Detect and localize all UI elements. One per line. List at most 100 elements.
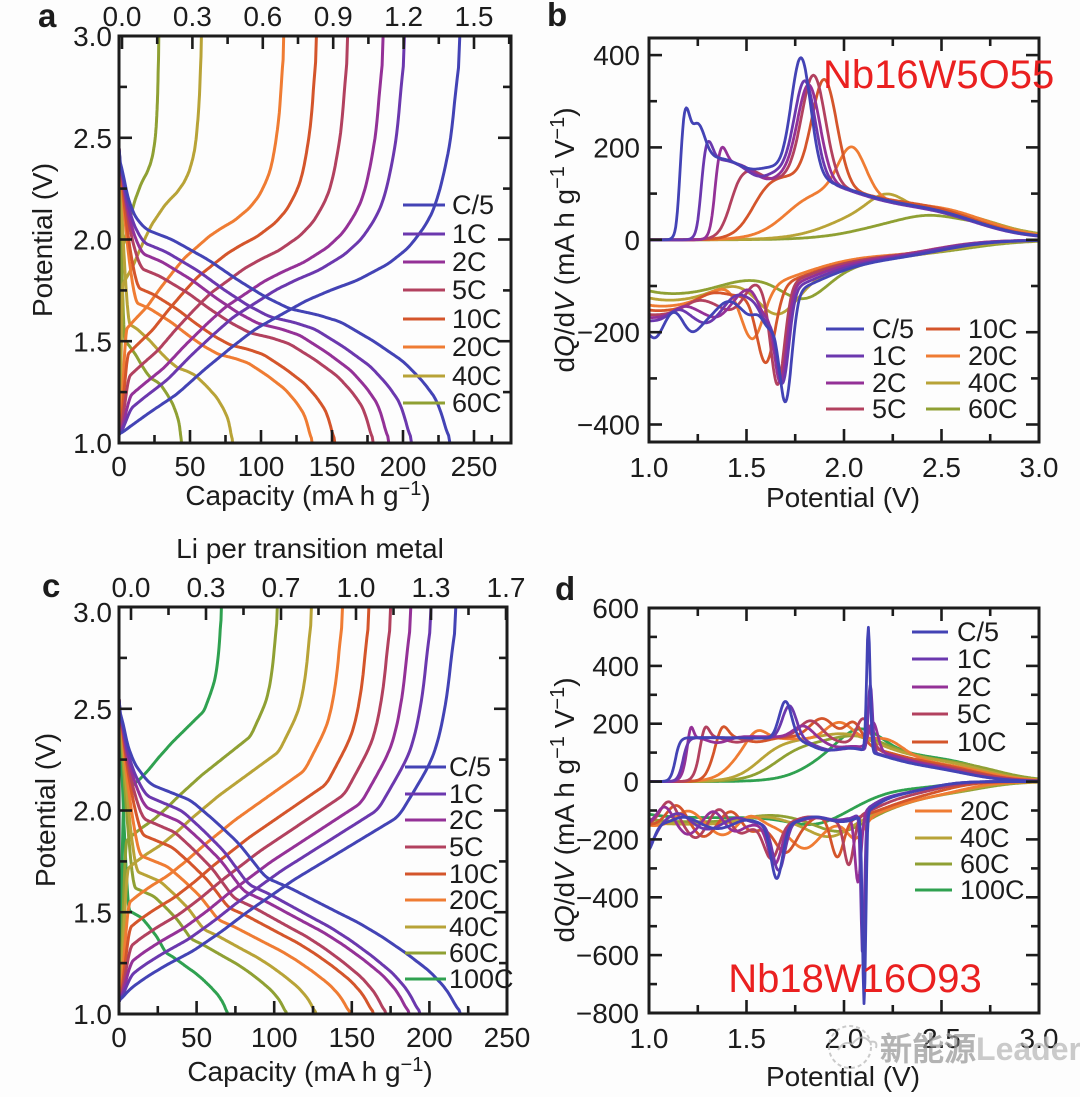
svg-text:100C: 100C <box>960 875 1025 905</box>
svg-text:dQ/dV (mA h g−1 V−1): dQ/dV (mA h g−1 V−1) <box>547 677 580 942</box>
svg-text:150: 150 <box>309 451 356 482</box>
svg-text:Potential (V): Potential (V) <box>766 1061 920 1092</box>
svg-text:−800: −800 <box>576 998 639 1029</box>
svg-text:b: b <box>547 0 567 33</box>
svg-text:20C: 20C <box>452 332 502 362</box>
svg-text:5C: 5C <box>452 275 487 305</box>
svg-text:3.0: 3.0 <box>73 21 112 52</box>
svg-text:2C: 2C <box>449 805 484 835</box>
svg-text:10C: 10C <box>452 304 502 334</box>
svg-text:C/5: C/5 <box>449 752 491 782</box>
svg-text:0: 0 <box>624 225 640 256</box>
svg-text:−200: −200 <box>577 317 640 348</box>
svg-text:2C: 2C <box>872 368 907 398</box>
svg-text:0.0: 0.0 <box>103 1 142 32</box>
svg-text:600: 600 <box>592 593 639 624</box>
svg-text:0: 0 <box>111 1022 127 1053</box>
svg-text:C/5: C/5 <box>452 190 494 220</box>
svg-text:dQ/dV (mA h g−1 V−1): dQ/dV (mA h g−1 V−1) <box>547 107 580 372</box>
svg-text:1.0: 1.0 <box>630 452 669 483</box>
svg-text:−600: −600 <box>576 940 639 971</box>
svg-text:Nb16W5O55: Nb16W5O55 <box>823 53 1054 97</box>
svg-text:150: 150 <box>328 1022 375 1053</box>
svg-text:1.5: 1.5 <box>727 1023 766 1054</box>
svg-text:d: d <box>555 570 575 607</box>
svg-text:0: 0 <box>111 451 127 482</box>
svg-text:10C: 10C <box>957 727 1007 757</box>
svg-text:c: c <box>42 567 60 604</box>
svg-text:50: 50 <box>181 1022 212 1053</box>
svg-text:1.0: 1.0 <box>73 999 112 1030</box>
svg-text:a: a <box>38 0 57 34</box>
svg-text:Nb18W16O93: Nb18W16O93 <box>728 957 981 1001</box>
svg-text:1.3: 1.3 <box>412 572 451 603</box>
svg-text:1.0: 1.0 <box>337 572 376 603</box>
svg-text:2.5: 2.5 <box>922 452 961 483</box>
svg-text:新能源Leader: 新能源Leader <box>880 1031 1080 1067</box>
svg-text:5C: 5C <box>449 832 484 862</box>
svg-text:200: 200 <box>593 132 640 163</box>
svg-text:60C: 60C <box>452 388 502 418</box>
svg-text:1.0: 1.0 <box>630 1023 669 1054</box>
svg-text:20C: 20C <box>968 341 1018 371</box>
svg-text:40C: 40C <box>960 823 1010 853</box>
svg-text:5C: 5C <box>957 699 992 729</box>
svg-text:60C: 60C <box>960 849 1010 879</box>
svg-text:2.0: 2.0 <box>73 796 112 827</box>
svg-text:1.5: 1.5 <box>455 1 494 32</box>
svg-text:1.5: 1.5 <box>727 452 766 483</box>
svg-text:1.7: 1.7 <box>487 572 526 603</box>
svg-text:40C: 40C <box>452 361 502 391</box>
svg-text:100C: 100C <box>449 964 514 994</box>
svg-text:2.5: 2.5 <box>73 123 112 154</box>
svg-text:400: 400 <box>593 40 640 71</box>
svg-text:1.0: 1.0 <box>73 428 112 459</box>
svg-text:Li per transition metal: Li per transition metal <box>176 533 444 564</box>
svg-text:C/5: C/5 <box>872 314 914 344</box>
svg-text:0.3: 0.3 <box>187 572 226 603</box>
svg-text:1C: 1C <box>452 219 487 249</box>
svg-text:60C: 60C <box>449 938 499 968</box>
svg-text:50: 50 <box>174 451 205 482</box>
svg-text:100: 100 <box>238 451 285 482</box>
svg-text:1C: 1C <box>872 341 907 371</box>
svg-text:10C: 10C <box>968 314 1018 344</box>
svg-text:1C: 1C <box>449 779 484 809</box>
svg-text:−400: −400 <box>576 882 639 913</box>
svg-text:10C: 10C <box>449 859 499 889</box>
svg-text:0.7: 0.7 <box>262 572 301 603</box>
svg-text:1.2: 1.2 <box>384 1 423 32</box>
svg-text:2.0: 2.0 <box>73 225 112 256</box>
svg-text:0.9: 0.9 <box>314 1 353 32</box>
svg-text:Capacity (mA h g−1): Capacity (mA h g−1) <box>187 1054 432 1087</box>
svg-text:0.0: 0.0 <box>112 572 151 603</box>
svg-text:200: 200 <box>380 451 427 482</box>
svg-text:2C: 2C <box>452 247 487 277</box>
svg-text:250: 250 <box>451 451 498 482</box>
svg-text:100: 100 <box>251 1022 298 1053</box>
svg-text:200: 200 <box>406 1022 453 1053</box>
svg-text:250: 250 <box>484 1022 531 1053</box>
svg-text:40C: 40C <box>968 368 1018 398</box>
svg-text:2.5: 2.5 <box>73 694 112 725</box>
svg-text:Potential (V): Potential (V) <box>30 733 61 887</box>
svg-text:Potential (V): Potential (V) <box>766 482 920 513</box>
svg-text:200: 200 <box>592 709 639 740</box>
svg-text:20C: 20C <box>449 885 499 915</box>
svg-text:Potential (V): Potential (V) <box>27 163 58 317</box>
svg-text:20C: 20C <box>960 796 1010 826</box>
svg-text:−400: −400 <box>577 410 640 441</box>
svg-text:60C: 60C <box>968 394 1018 424</box>
svg-text:1.5: 1.5 <box>73 326 112 357</box>
svg-text:3.0: 3.0 <box>1020 1023 1059 1054</box>
svg-text:400: 400 <box>592 651 639 682</box>
svg-text:0: 0 <box>623 767 639 798</box>
svg-text:−200: −200 <box>576 824 639 855</box>
svg-text:3.0: 3.0 <box>1020 452 1059 483</box>
svg-text:1C: 1C <box>957 644 992 674</box>
svg-text:2.0: 2.0 <box>825 452 864 483</box>
svg-text:5C: 5C <box>872 394 907 424</box>
svg-text:1.5: 1.5 <box>73 897 112 928</box>
svg-text:40C: 40C <box>449 912 499 942</box>
svg-text:3.0: 3.0 <box>73 597 112 628</box>
